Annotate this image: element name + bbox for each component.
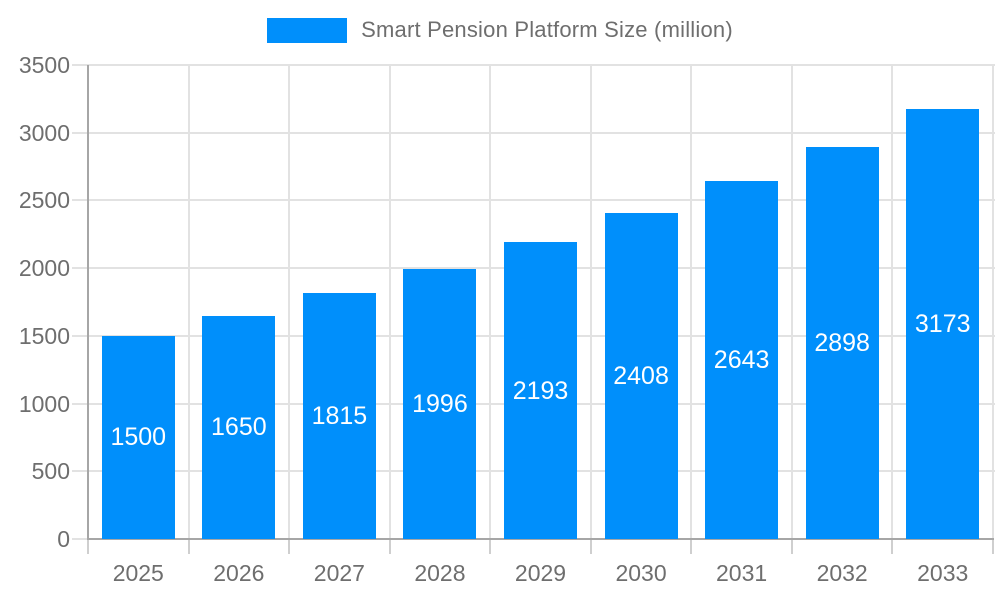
y-gridline [88, 64, 995, 66]
y-axis-tick [72, 538, 88, 540]
bar-2027 [302, 293, 376, 539]
legend-label: Smart Pension Platform Size (million) [361, 17, 733, 42]
y-axis-label: 3500 [18, 52, 70, 78]
bar-2032 [805, 146, 879, 539]
y-axis-tick [72, 334, 88, 337]
x-axis-label: 2031 [716, 560, 768, 586]
bar-2025 [101, 335, 175, 539]
legend: Smart Pension Platform Size (million) [0, 17, 1000, 43]
x-gridline [388, 65, 391, 539]
x-axis-label: 2030 [615, 560, 667, 586]
bar-value-label: 3173 [914, 310, 971, 339]
x-axis-tick [690, 540, 693, 554]
bar-2028 [403, 268, 477, 539]
x-axis-label: 2026 [213, 560, 265, 586]
x-gridline [891, 65, 894, 539]
y-axis-label: 2000 [18, 255, 70, 282]
x-axis-label: 2029 [514, 560, 567, 586]
bar-value-label: 1996 [412, 389, 468, 418]
x-axis-tick [489, 540, 492, 554]
bar-value-label: 2643 [713, 346, 770, 375]
y-axis-label: 1500 [18, 322, 70, 349]
x-axis-label: 2028 [414, 560, 466, 586]
bar-value-label: 2408 [613, 361, 669, 390]
bar-value-label: 1500 [110, 423, 167, 452]
y-gridline [88, 131, 995, 134]
x-axis-label: 2025 [112, 560, 164, 586]
y-gridline [88, 199, 995, 202]
x-axis-tick [790, 540, 793, 554]
y-axis-tick [72, 64, 88, 66]
y-axis-label: 0 [57, 526, 70, 552]
bar-2026 [202, 315, 276, 539]
bar-value-label: 2193 [512, 376, 569, 405]
x-axis-tick [589, 540, 592, 554]
x-gridline [690, 65, 693, 539]
x-axis-label: 2027 [313, 560, 365, 586]
y-axis-tick [72, 267, 88, 270]
x-gridline [992, 65, 994, 539]
x-axis-label: 2033 [917, 560, 969, 586]
x-gridline [288, 65, 291, 539]
bar-2029 [504, 242, 577, 539]
y-axis-tick [72, 131, 88, 134]
x-axis-tick [388, 540, 391, 554]
y-axis-label: 2500 [18, 187, 70, 214]
bar-2030 [604, 212, 678, 539]
y-axis-tick [72, 470, 88, 473]
bar-value-label: 1650 [211, 413, 267, 442]
bar-2033 [906, 109, 980, 539]
bar-2031 [705, 181, 779, 539]
y-axis-label: 1000 [18, 390, 70, 417]
y-axis-label: 500 [31, 458, 70, 485]
x-gridline [589, 65, 592, 539]
y-axis-label: 3000 [18, 119, 70, 146]
x-axis-label: 2032 [816, 560, 868, 586]
x-axis-tick [288, 540, 291, 554]
y-axis-tick [72, 199, 88, 202]
x-gridline [790, 65, 793, 539]
legend-swatch [267, 17, 348, 43]
x-axis-tick [992, 540, 994, 554]
bar-value-label: 2898 [814, 328, 870, 357]
x-gridline [187, 65, 190, 539]
x-axis-line [87, 538, 994, 540]
x-axis-tick [891, 540, 894, 554]
y-axis-line [87, 65, 89, 539]
bar-value-label: 1815 [311, 402, 368, 431]
y-axis-tick [72, 402, 88, 405]
x-gridline [489, 65, 492, 539]
x-axis-tick [87, 540, 89, 554]
x-axis-tick [187, 540, 190, 554]
